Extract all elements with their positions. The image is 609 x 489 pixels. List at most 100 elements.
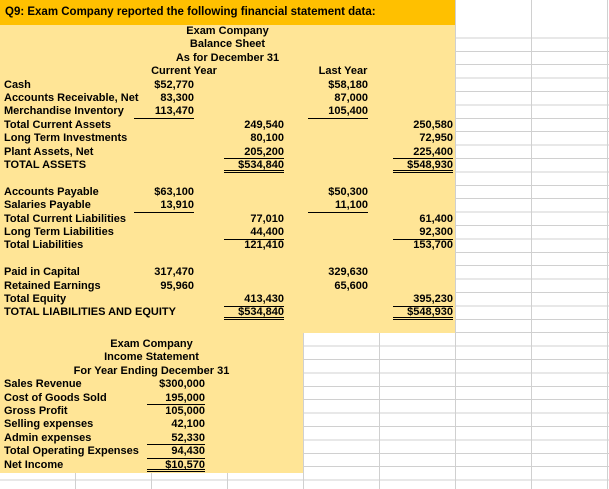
statement-title[interactable]: For Year Ending December 31 [73, 364, 230, 377]
balance-sheet-row: Total Equity 413,430 395,230 [0, 293, 455, 307]
row-label[interactable]: Accounts Payable [4, 185, 99, 198]
amount-cell[interactable]: 250,580 [413, 118, 453, 131]
amount-cell[interactable]: 77,010 [250, 212, 284, 225]
amount-cell[interactable]: 121,410 [244, 239, 284, 252]
row-label[interactable]: Accounts Receivable, Net [4, 92, 139, 104]
income-statement-row: Gross Profit 105,000 [0, 405, 303, 418]
amount-cell[interactable]: 92,300 [393, 226, 453, 240]
row-label[interactable]: Cash [4, 78, 31, 91]
amount-cell[interactable]: 205,200 [224, 146, 284, 160]
income-statement-row: Net Income $10,570 [0, 458, 303, 473]
amount-cell[interactable]: 87,000 [334, 92, 368, 104]
balance-sheet-row [0, 172, 455, 185]
table-row: Balance Sheet [0, 38, 455, 51]
amount-cell[interactable]: 61,400 [419, 212, 453, 225]
column-header-current-year[interactable]: Current Year [151, 65, 217, 78]
row-label[interactable]: Total Operating Expenses [4, 445, 139, 458]
row-label[interactable]: Total Current Assets [4, 118, 111, 131]
statement-title[interactable]: Exam Company [186, 25, 269, 37]
row-label[interactable]: Retained Earnings [4, 279, 101, 292]
amount-cell[interactable]: 153,700 [413, 239, 453, 252]
balance-sheet-row: Long Term Liabilities 44,400 92,300 [0, 226, 455, 240]
row-label[interactable]: Net Income [4, 458, 64, 471]
statement-title[interactable]: Balance Sheet [189, 38, 266, 51]
row-label[interactable]: Paid in Capital [4, 266, 80, 279]
row-label[interactable]: Salaries Payable [4, 199, 91, 212]
balance-sheet-row: Accounts Payable $63,100 $50,300 [0, 186, 455, 199]
balance-sheet-row: Salaries Payable 13,910 11,100 [0, 199, 455, 213]
row-label[interactable]: Total Liabilities [4, 239, 84, 252]
column-header-last-year[interactable]: Last Year [318, 65, 368, 78]
amount-cell[interactable]: 72,950 [419, 132, 453, 145]
amount-cell[interactable]: 94,430 [147, 445, 205, 459]
amount-cell[interactable]: 195,000 [147, 392, 205, 406]
amount-cell[interactable]: 65,600 [334, 279, 368, 292]
amount-cell[interactable]: 317,470 [154, 266, 194, 279]
amount-cell[interactable]: 42,100 [171, 418, 205, 431]
amount-cell[interactable]: $300,000 [159, 378, 205, 391]
row-label[interactable]: Long Term Investments [4, 132, 128, 145]
row-label[interactable]: TOTAL ASSETS [4, 159, 87, 171]
row-label[interactable]: Total Equity [4, 293, 67, 305]
amount-cell[interactable]: 52,330 [147, 432, 205, 446]
amount-cell[interactable]: 413,430 [224, 293, 284, 307]
table-row: Current Year Last Year [0, 65, 455, 78]
amount-cell[interactable]: 13,910 [134, 199, 194, 213]
question-banner[interactable]: Q9: Exam Company reported the following … [0, 0, 455, 25]
statement-title[interactable]: Exam Company [110, 338, 193, 350]
amount-cell[interactable]: 44,400 [224, 226, 284, 240]
balance-sheet-row: Retained Earnings 95,960 65,600 [0, 280, 455, 293]
row-label[interactable]: Selling expenses [4, 418, 94, 431]
row-label[interactable]: TOTAL LIABILITIES AND EQUITY [4, 306, 176, 319]
row-label[interactable]: Sales Revenue [4, 378, 82, 391]
statement-title[interactable]: Income Statement [104, 351, 199, 364]
balance-sheet-row: TOTAL ASSETS $534,840 $548,930 [0, 159, 455, 173]
balance-sheet-region: Exam Company Balance Sheet As for December… [0, 25, 455, 333]
amount-cell[interactable]: $10,570 [147, 459, 205, 473]
amount-cell[interactable]: 249,540 [244, 118, 284, 131]
row-label[interactable]: Merchandise Inventory [4, 105, 124, 118]
amount-cell[interactable]: $63,100 [154, 185, 194, 198]
balance-sheet-row: Long Term Investments 80,100 72,950 [0, 132, 455, 145]
row-label[interactable]: Cost of Goods Sold [4, 391, 107, 404]
amount-cell[interactable]: 225,400 [393, 146, 453, 160]
row-label[interactable]: Long Term Liabilities [4, 226, 114, 238]
amount-cell[interactable]: $548,930 [393, 159, 453, 173]
row-label[interactable]: Total Current Liabilities [4, 212, 127, 225]
income-statement-row: Sales Revenue $300,000 [0, 378, 303, 391]
table-row: Income Statement [0, 351, 303, 364]
amount-cell[interactable]: 80,100 [250, 132, 284, 145]
table-row: Exam Company [0, 25, 455, 38]
income-statement-row: Selling expenses 42,100 [0, 418, 303, 431]
amount-cell[interactable]: 95,960 [160, 279, 194, 292]
amount-cell[interactable]: $534,840 [224, 159, 284, 173]
balance-sheet-row: Cash $52,770 $58,180 [0, 79, 455, 92]
row-label[interactable]: Plant Assets, Net [4, 145, 94, 158]
income-statement-row: Admin expenses 52,330 [0, 431, 303, 446]
balance-sheet-row: Accounts Receivable, Net 83,300 87,000 [0, 92, 455, 105]
balance-sheet-row: TOTAL LIABILITIES AND EQUITY $534,840 $548… [0, 306, 455, 321]
amount-cell[interactable]: $50,300 [328, 185, 368, 198]
amount-cell[interactable]: 105,400 [308, 105, 368, 119]
balance-sheet-row: Paid in Capital 317,470 329,630 [0, 266, 455, 279]
amount-cell[interactable]: 83,300 [160, 92, 194, 104]
statement-title[interactable]: As for December 31 [175, 51, 280, 64]
amount-cell[interactable]: $58,180 [328, 78, 368, 91]
amount-cell[interactable]: 113,470 [134, 105, 194, 119]
amount-cell[interactable]: 11,100 [308, 199, 368, 213]
row-label[interactable]: Gross Profit [4, 405, 68, 417]
amount-cell[interactable]: 395,230 [393, 293, 453, 307]
row-label[interactable]: Admin expenses [4, 431, 92, 444]
balance-sheet-row: Total Liabilities 121,410 153,700 [0, 239, 455, 252]
table-row: For Year Ending December 31 [0, 365, 303, 378]
table-row: As for December 31 [0, 52, 455, 65]
amount-cell[interactable]: 105,000 [165, 405, 205, 417]
table-row: Exam Company [0, 338, 303, 351]
amount-cell[interactable]: 329,630 [328, 266, 368, 279]
amount-cell[interactable]: $534,840 [224, 306, 284, 321]
income-statement-row: Total Operating Expenses 94,430 [0, 445, 303, 459]
amount-cell[interactable]: $548,930 [393, 306, 453, 321]
question-text: Q9: Exam Company reported the following … [5, 6, 376, 18]
amount-cell[interactable]: $52,770 [154, 78, 194, 91]
